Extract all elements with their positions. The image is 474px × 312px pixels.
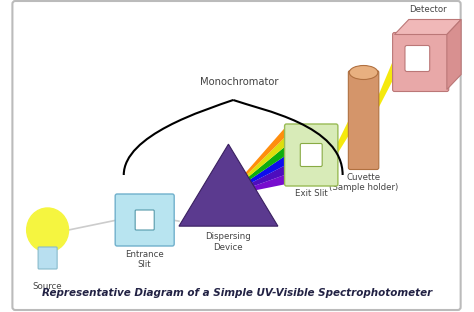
FancyBboxPatch shape	[301, 144, 322, 167]
Polygon shape	[233, 174, 286, 195]
Text: Representative Diagram of a Simple UV-Visible Spectrophotometer: Representative Diagram of a Simple UV-Vi…	[42, 288, 432, 298]
Polygon shape	[394, 19, 461, 35]
Text: Dispersing
Device: Dispersing Device	[206, 232, 251, 251]
FancyBboxPatch shape	[284, 124, 338, 186]
FancyBboxPatch shape	[38, 247, 57, 269]
FancyBboxPatch shape	[348, 71, 379, 169]
Text: Detector: Detector	[409, 6, 447, 14]
Text: Entrance
Slit: Entrance Slit	[125, 250, 164, 269]
Text: Cuvette
(Sample holder): Cuvette (Sample holder)	[329, 173, 398, 192]
Text: Monochromator: Monochromator	[200, 77, 278, 87]
Text: Source: Source	[33, 282, 63, 291]
Polygon shape	[233, 136, 286, 189]
FancyBboxPatch shape	[115, 194, 174, 246]
Ellipse shape	[349, 66, 378, 80]
FancyBboxPatch shape	[405, 46, 430, 71]
Polygon shape	[447, 19, 461, 90]
Text: Exit Slit: Exit Slit	[295, 189, 328, 198]
Polygon shape	[233, 165, 286, 193]
Polygon shape	[233, 145, 286, 191]
Polygon shape	[336, 117, 350, 156]
Circle shape	[27, 208, 69, 252]
FancyBboxPatch shape	[392, 32, 449, 91]
Polygon shape	[233, 155, 286, 192]
Polygon shape	[179, 144, 278, 226]
Polygon shape	[377, 57, 394, 111]
FancyBboxPatch shape	[135, 210, 154, 230]
Polygon shape	[233, 126, 286, 188]
FancyBboxPatch shape	[12, 1, 461, 310]
